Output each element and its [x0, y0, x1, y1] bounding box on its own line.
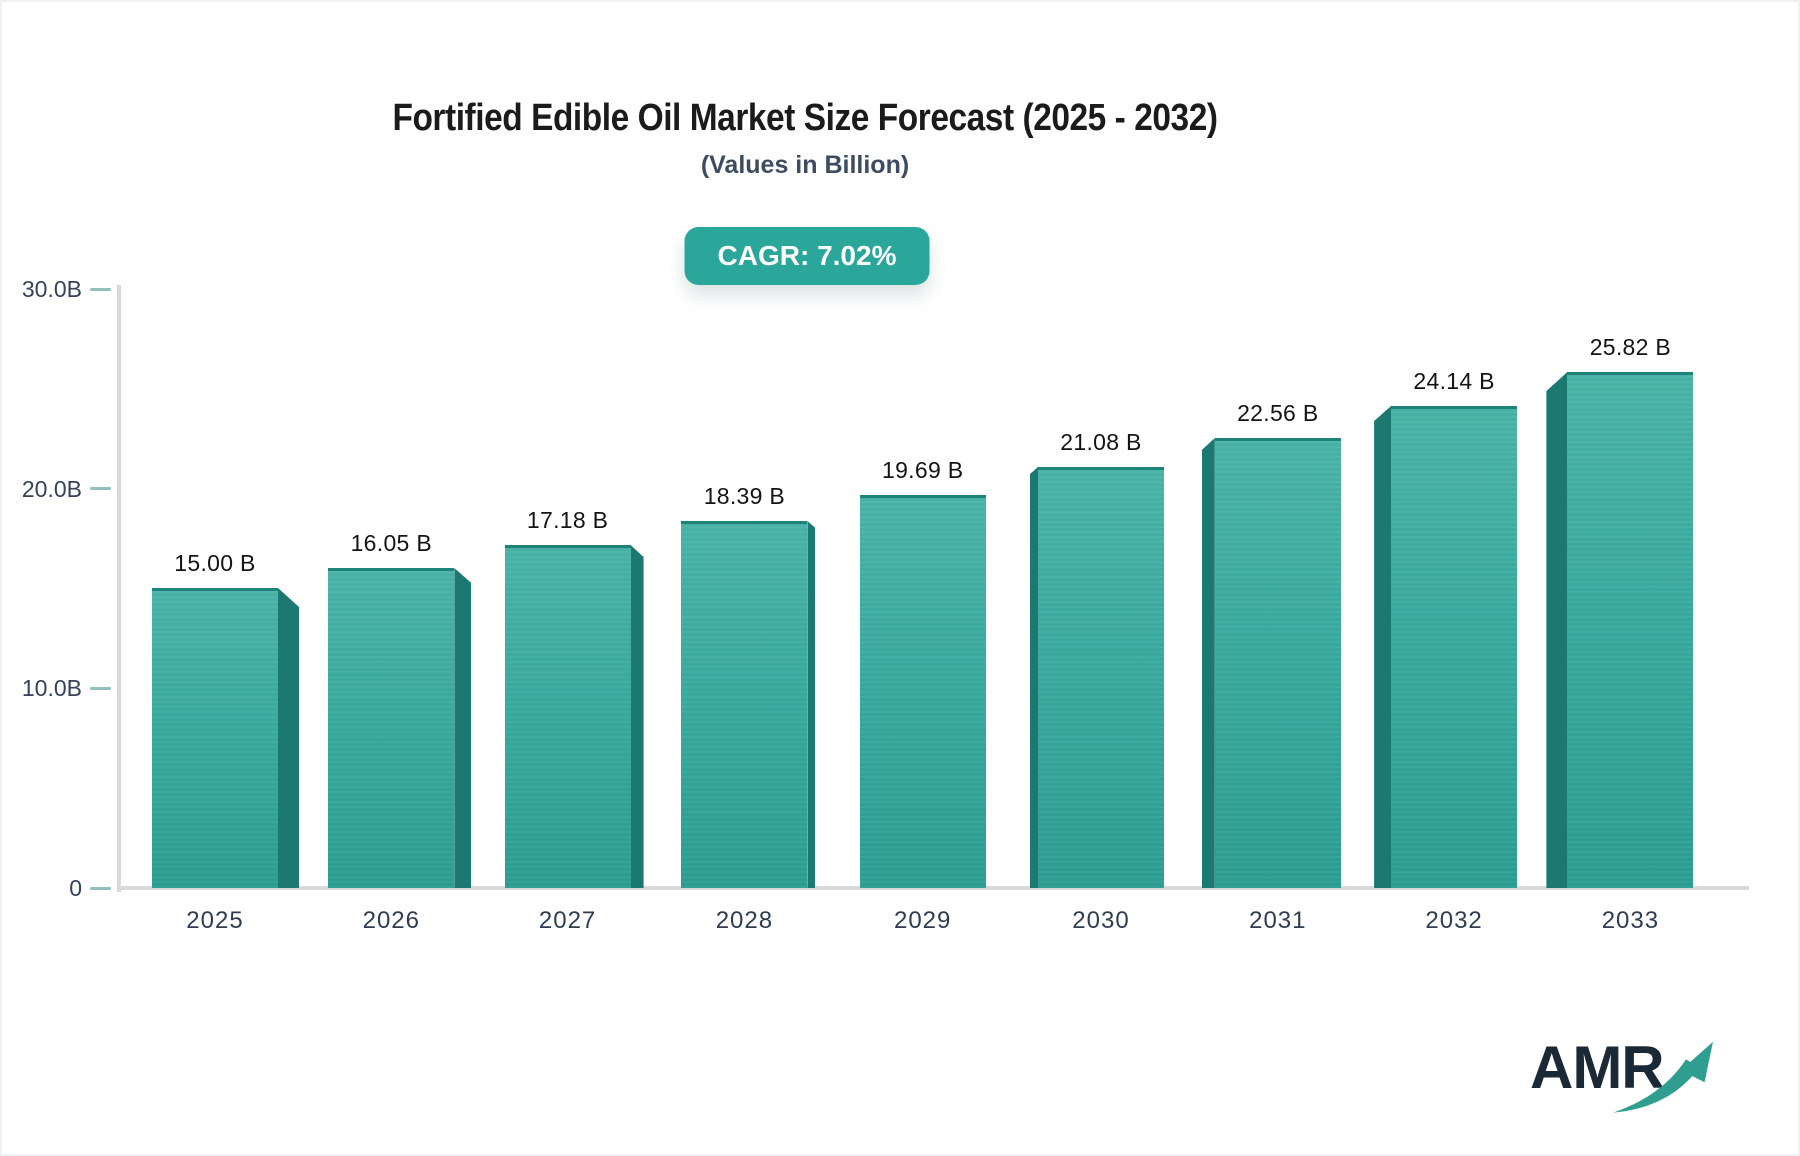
- x-axis-label: 2029: [893, 907, 952, 934]
- bar-value-label: 15.00 B: [174, 550, 256, 576]
- x-axis-label: 2033: [1601, 907, 1660, 934]
- x-axis-label: 2025: [186, 907, 244, 934]
- bar-side: [278, 588, 299, 888]
- bar-side: [454, 568, 472, 888]
- bar-value-label: 17.18 B: [526, 507, 609, 533]
- amr-logo-text: AMR: [1530, 1034, 1665, 1101]
- bar-side: [1201, 438, 1215, 888]
- bar-value-label: 19.69 B: [881, 457, 964, 483]
- y-tick-label: 0: [69, 875, 82, 901]
- x-axis-baseline: [117, 886, 1749, 890]
- x-axis-label: 2032: [1425, 907, 1483, 934]
- cagr-badge: CAGR: 7.02%: [684, 227, 930, 285]
- bar-side: [1374, 406, 1392, 888]
- bar-front: [328, 568, 455, 888]
- chart-subtitle: (Values in Billion): [700, 151, 910, 179]
- bar-value-label: 22.56 B: [1237, 400, 1319, 426]
- bar-front: [1038, 467, 1164, 888]
- x-axis-label: 2026: [362, 907, 420, 934]
- bar-side: [1546, 372, 1568, 888]
- chart-title: Fortified Edible Oil Market Size Forecas…: [392, 97, 1218, 139]
- bar-front: [859, 495, 986, 888]
- y-tick-dash: [90, 487, 111, 491]
- bar-value-label: 18.39 B: [703, 483, 786, 509]
- x-axis-label: 2027: [538, 907, 597, 934]
- bar-front: [152, 588, 278, 888]
- growth-arrow-icon: [1613, 1041, 1713, 1113]
- bar-front: [1391, 406, 1518, 888]
- x-axis-label: 2031: [1249, 907, 1307, 934]
- bar-side: [1030, 467, 1038, 888]
- y-tick-label: 20.0B: [21, 475, 82, 502]
- bar-value-label: 25.82 B: [1589, 334, 1672, 360]
- amr-logo: AMR: [1530, 1032, 1740, 1122]
- x-axis-label: 2030: [1072, 907, 1130, 934]
- y-axis-line: [117, 285, 121, 892]
- x-axis-label: 2028: [715, 907, 774, 934]
- bar-value-label: 21.08 B: [1060, 429, 1142, 455]
- bar-front: [1214, 438, 1341, 888]
- y-tick-dash: [90, 886, 111, 890]
- bar-value-label: 16.05 B: [350, 530, 432, 556]
- bar-value-label: 24.14 B: [1413, 368, 1495, 394]
- bar-front: [1567, 372, 1694, 888]
- y-tick-dash: [90, 686, 111, 690]
- bar-side: [807, 521, 816, 888]
- bar-side: [630, 545, 644, 888]
- y-tick-dash: [90, 287, 111, 291]
- y-tick-label: 30.0B: [21, 276, 82, 302]
- bar-front: [504, 545, 631, 888]
- bar-front: [681, 521, 808, 888]
- y-tick-label: 10.0B: [21, 675, 82, 702]
